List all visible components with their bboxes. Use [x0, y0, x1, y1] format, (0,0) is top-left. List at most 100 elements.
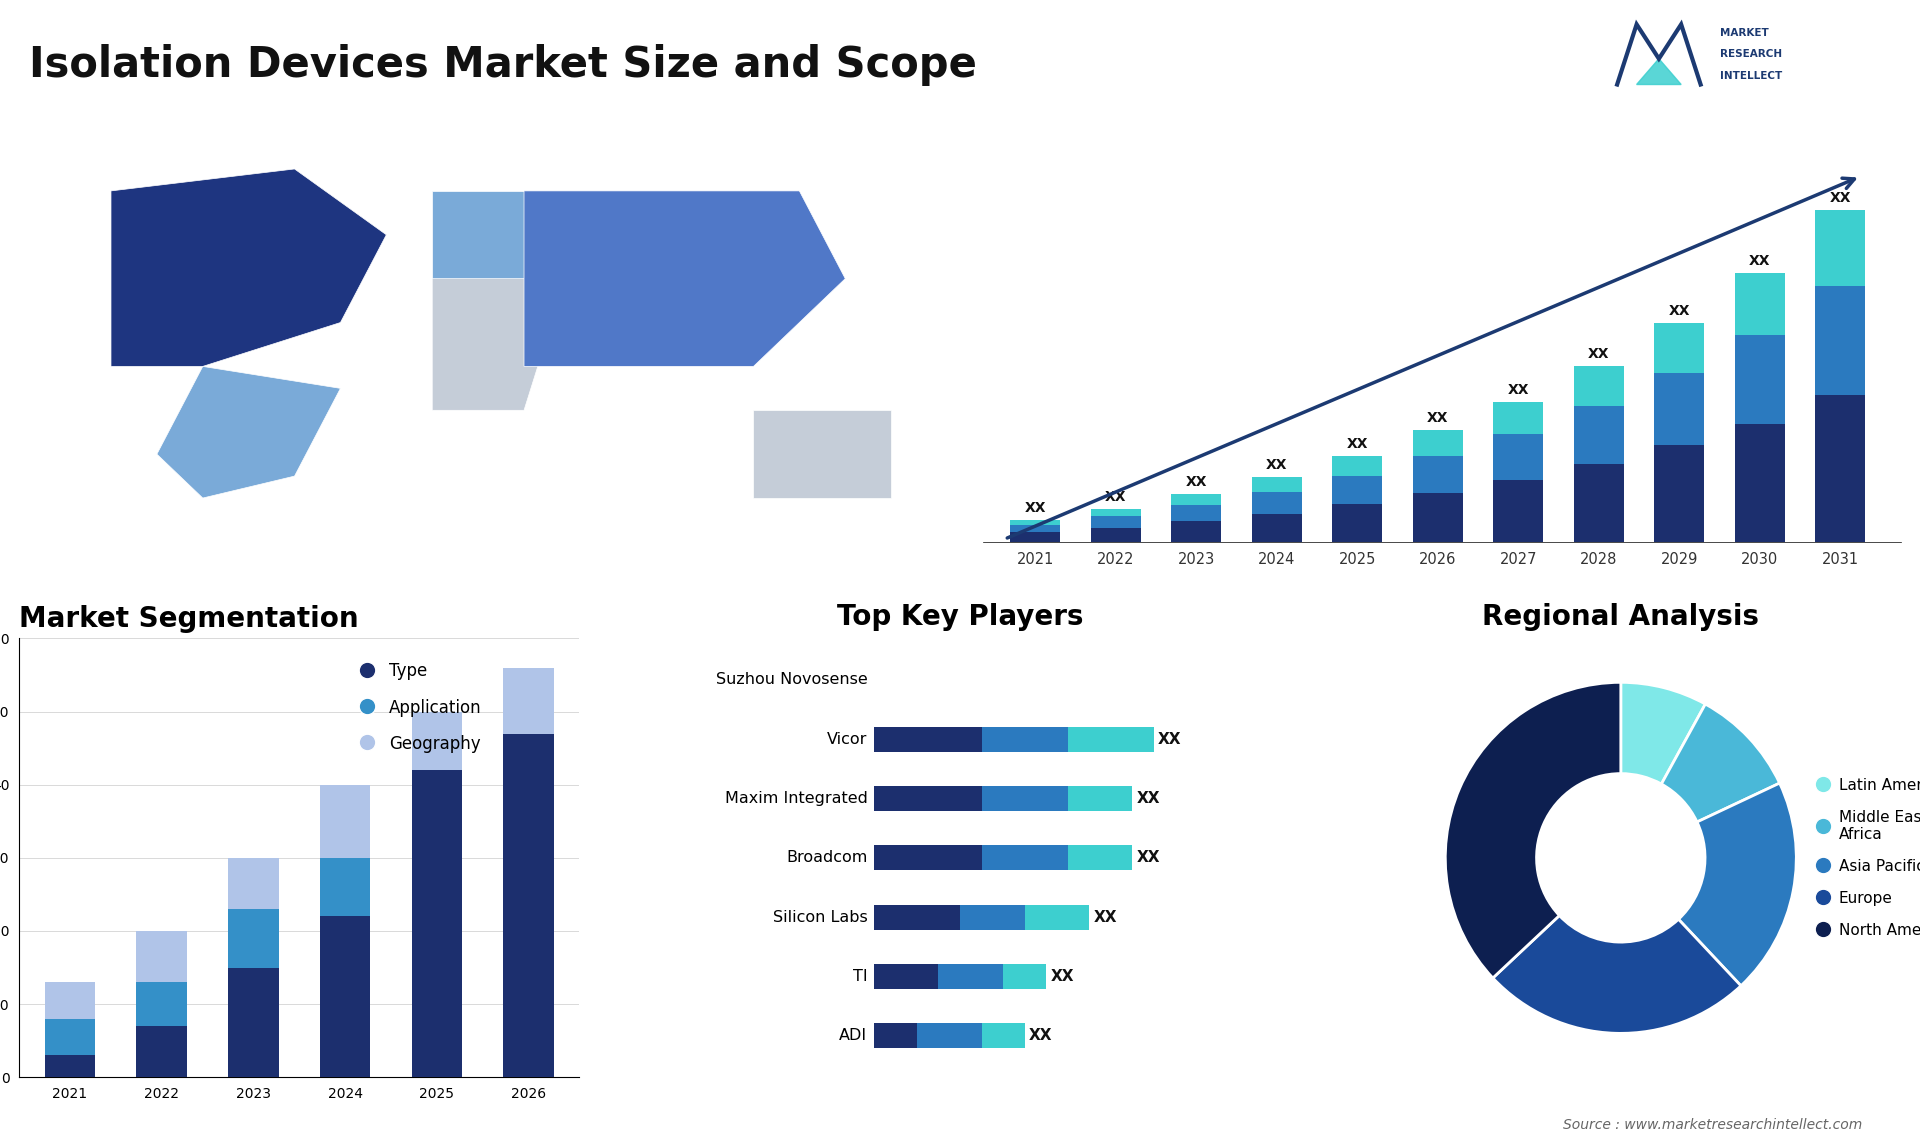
Text: XX: XX	[1588, 347, 1609, 361]
Polygon shape	[1636, 58, 1682, 85]
Bar	[874, 964, 939, 989]
Bar	[1171, 494, 1221, 505]
Bar	[1252, 492, 1302, 513]
Title: Regional Analysis: Regional Analysis	[1482, 603, 1759, 630]
Bar	[1413, 493, 1463, 542]
Text: Maxim Integrated: Maxim Integrated	[724, 791, 868, 806]
Polygon shape	[157, 367, 340, 499]
Text: XX: XX	[1749, 254, 1770, 268]
Polygon shape	[432, 191, 524, 278]
Bar	[1252, 513, 1302, 542]
Text: TI: TI	[852, 968, 868, 984]
Bar	[981, 727, 1068, 752]
Bar	[1068, 786, 1133, 811]
Bar	[44, 1019, 96, 1055]
Text: Market Segmentation: Market Segmentation	[19, 605, 359, 634]
Bar	[321, 917, 371, 1077]
Text: INTELLECT: INTELLECT	[1720, 71, 1782, 81]
Bar	[321, 858, 371, 917]
Text: XX: XX	[1050, 968, 1073, 984]
Text: Source : www.marketresearchintellect.com: Source : www.marketresearchintellect.com	[1563, 1118, 1862, 1132]
Bar	[981, 846, 1068, 870]
Bar	[1655, 323, 1705, 374]
Text: XX: XX	[1507, 383, 1528, 397]
Bar	[228, 858, 278, 909]
Bar	[1068, 846, 1133, 870]
Text: Vicor: Vicor	[828, 732, 868, 747]
Bar	[981, 786, 1068, 811]
Text: XX: XX	[1185, 474, 1208, 489]
Bar	[874, 904, 960, 929]
Bar	[1816, 210, 1866, 286]
Text: XX: XX	[1668, 305, 1690, 319]
Bar	[1494, 434, 1544, 480]
Text: XX: XX	[1137, 791, 1160, 806]
Polygon shape	[111, 168, 386, 367]
Bar	[1494, 402, 1544, 434]
Bar	[1068, 727, 1154, 752]
Bar	[874, 846, 981, 870]
Polygon shape	[524, 191, 845, 367]
Legend: Type, Application, Geography: Type, Application, Geography	[353, 656, 488, 760]
Bar	[1010, 525, 1060, 533]
Bar	[44, 982, 96, 1019]
Wedge shape	[1661, 704, 1780, 822]
Wedge shape	[1678, 783, 1797, 986]
Bar	[1574, 464, 1624, 542]
Bar	[1171, 521, 1221, 542]
Text: XX: XX	[1137, 850, 1160, 865]
Bar	[874, 727, 981, 752]
Text: Isolation Devices Market Size and Scope: Isolation Devices Market Size and Scope	[29, 44, 977, 86]
Bar	[1574, 407, 1624, 464]
Bar	[874, 786, 981, 811]
Wedge shape	[1494, 916, 1741, 1034]
Text: XX: XX	[1158, 732, 1181, 747]
Text: RESEARCH: RESEARCH	[1720, 49, 1782, 60]
Bar	[939, 964, 1002, 989]
Bar	[503, 733, 553, 1077]
Bar	[1002, 964, 1046, 989]
Bar	[136, 931, 186, 982]
Bar	[1574, 366, 1624, 407]
Text: Suzhou Novosense: Suzhou Novosense	[716, 673, 868, 688]
Wedge shape	[1446, 682, 1620, 978]
Bar	[1655, 374, 1705, 446]
Polygon shape	[753, 410, 891, 499]
Bar	[1010, 533, 1060, 542]
Bar	[136, 1026, 186, 1077]
Bar	[1332, 476, 1382, 504]
Wedge shape	[1620, 682, 1705, 784]
Text: XX: XX	[1106, 490, 1127, 504]
Bar	[411, 770, 463, 1077]
Bar	[1413, 456, 1463, 493]
Bar	[1091, 509, 1140, 517]
Text: XX: XX	[1029, 1028, 1052, 1043]
Bar	[981, 1023, 1025, 1049]
Bar	[1332, 456, 1382, 476]
Text: XX: XX	[1346, 437, 1369, 452]
Text: XX: XX	[1265, 458, 1288, 472]
Bar	[1010, 520, 1060, 525]
Bar	[1816, 395, 1866, 542]
Bar	[1332, 504, 1382, 542]
Text: Broadcom: Broadcom	[785, 850, 868, 865]
Bar	[1025, 904, 1089, 929]
Bar	[1736, 424, 1786, 542]
Bar	[918, 1023, 981, 1049]
Text: XX: XX	[1094, 910, 1117, 925]
Bar	[1091, 527, 1140, 542]
Bar	[228, 967, 278, 1077]
Bar	[1413, 430, 1463, 456]
Bar	[411, 712, 463, 770]
Bar	[1494, 480, 1544, 542]
Bar	[136, 982, 186, 1026]
Bar	[874, 1023, 918, 1049]
Legend: Latin America, Middle East &
Africa, Asia Pacific, Europe, North America: Latin America, Middle East & Africa, Asi…	[1812, 771, 1920, 944]
Bar	[44, 1055, 96, 1077]
Bar	[1252, 477, 1302, 492]
Text: ADI: ADI	[839, 1028, 868, 1043]
Bar	[1091, 517, 1140, 527]
Bar	[321, 785, 371, 858]
Bar	[228, 909, 278, 967]
Bar	[960, 904, 1025, 929]
